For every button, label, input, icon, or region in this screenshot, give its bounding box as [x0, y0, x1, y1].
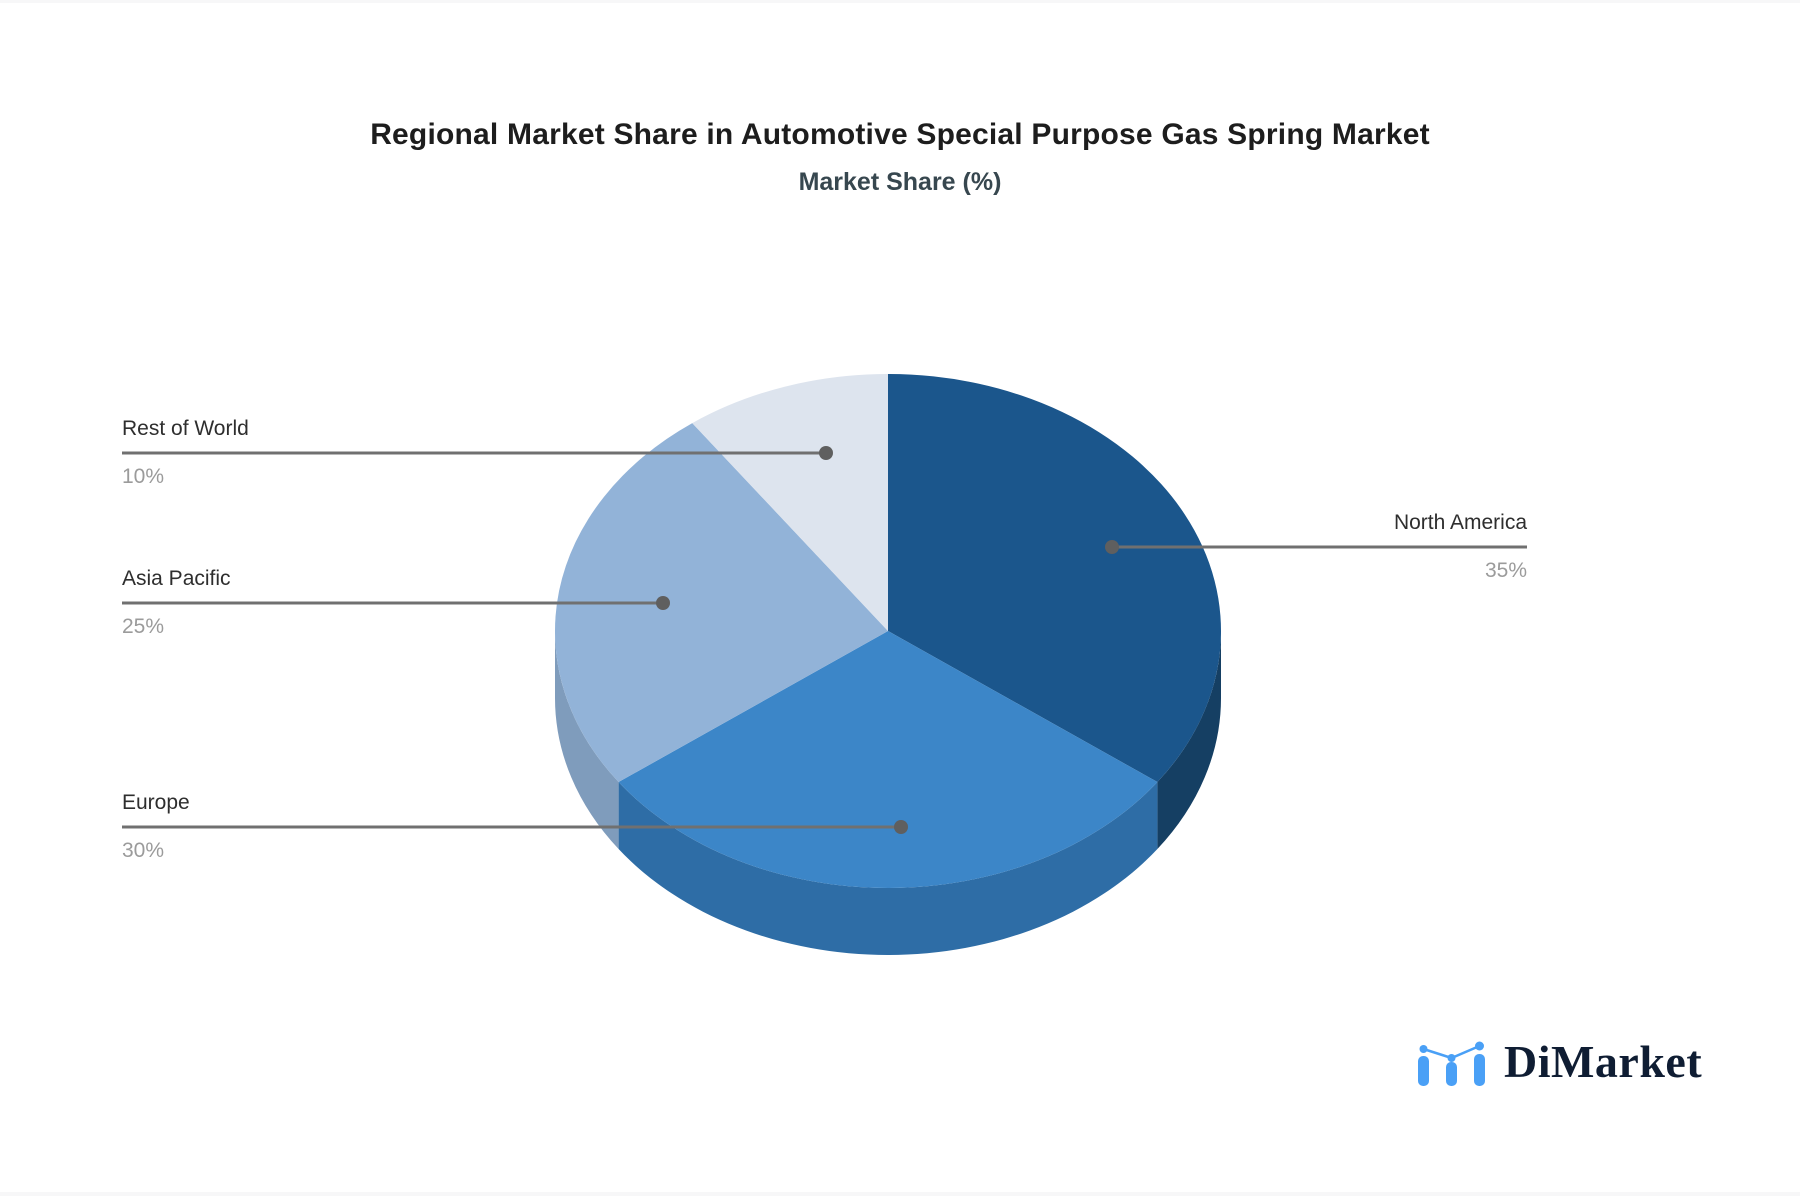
- callout-label: North America: [1393, 511, 1527, 534]
- callout-rest-of-world: Rest of World 10%: [122, 416, 542, 490]
- pie-slice-rest-of-world[interactable]: [692, 374, 888, 631]
- callout-percent: 25%: [122, 615, 165, 638]
- logo-dot: [1447, 1054, 1456, 1062]
- pie-slice-north-america[interactable]: [888, 374, 1221, 783]
- callout-dot-rest-of-world: [819, 446, 833, 460]
- chart-title: Regional Market Share in Automotive Spec…: [370, 118, 1430, 151]
- callout-europe: Europe 30%: [122, 790, 542, 864]
- callout-dot-europe: [894, 820, 908, 834]
- pie-slice-side-europe[interactable]: [618, 782, 1158, 956]
- bottom-edge-strip: [0, 1192, 1800, 1196]
- callout-label: Europe: [122, 791, 190, 814]
- top-edge-strip: [0, 0, 1800, 3]
- pie-slice-side-north-america[interactable]: [1157, 631, 1221, 850]
- logo-bar: [1474, 1054, 1485, 1086]
- callout-label: Asia Pacific: [122, 567, 231, 590]
- logo-dot: [1419, 1045, 1428, 1053]
- callout-label: Rest of World: [122, 417, 249, 440]
- chart-subtitle: Market Share (%): [798, 168, 1002, 196]
- pie-slice-europe[interactable]: [618, 631, 1158, 888]
- pie-slice-side-asia-pacific[interactable]: [555, 631, 619, 850]
- callout-north-america: North America 35%: [1107, 510, 1527, 584]
- callout-percent: 35%: [1484, 559, 1527, 582]
- logo-bar: [1446, 1062, 1457, 1086]
- dimarket-logo: DiMarket: [1418, 1038, 1702, 1086]
- pie-slice-asia-pacific[interactable]: [555, 423, 888, 783]
- callout-dot-north-america: [1105, 540, 1119, 554]
- callout-percent: 10%: [122, 465, 165, 488]
- bar-line-chart-icon: [1418, 1041, 1485, 1086]
- callout-dot-asia-pacific: [656, 596, 670, 610]
- callout-percent: 30%: [122, 839, 165, 862]
- callout-asia-pacific: Asia Pacific 25%: [122, 566, 542, 640]
- logo-wordmark: DiMarket: [1504, 1036, 1703, 1087]
- logo-bar: [1418, 1056, 1429, 1086]
- logo-dot: [1475, 1041, 1484, 1051]
